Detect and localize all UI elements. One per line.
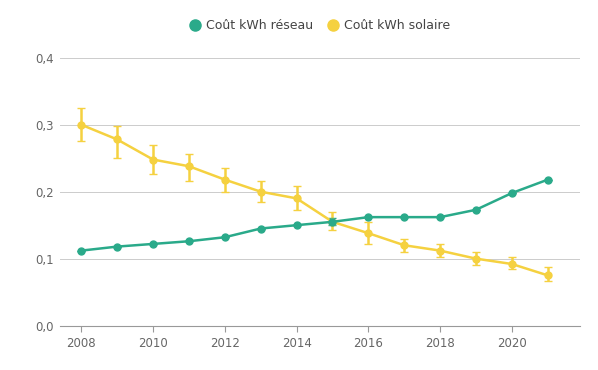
Legend: Coût kWh réseau, Coût kWh solaire: Coût kWh réseau, Coût kWh solaire [185, 14, 455, 37]
